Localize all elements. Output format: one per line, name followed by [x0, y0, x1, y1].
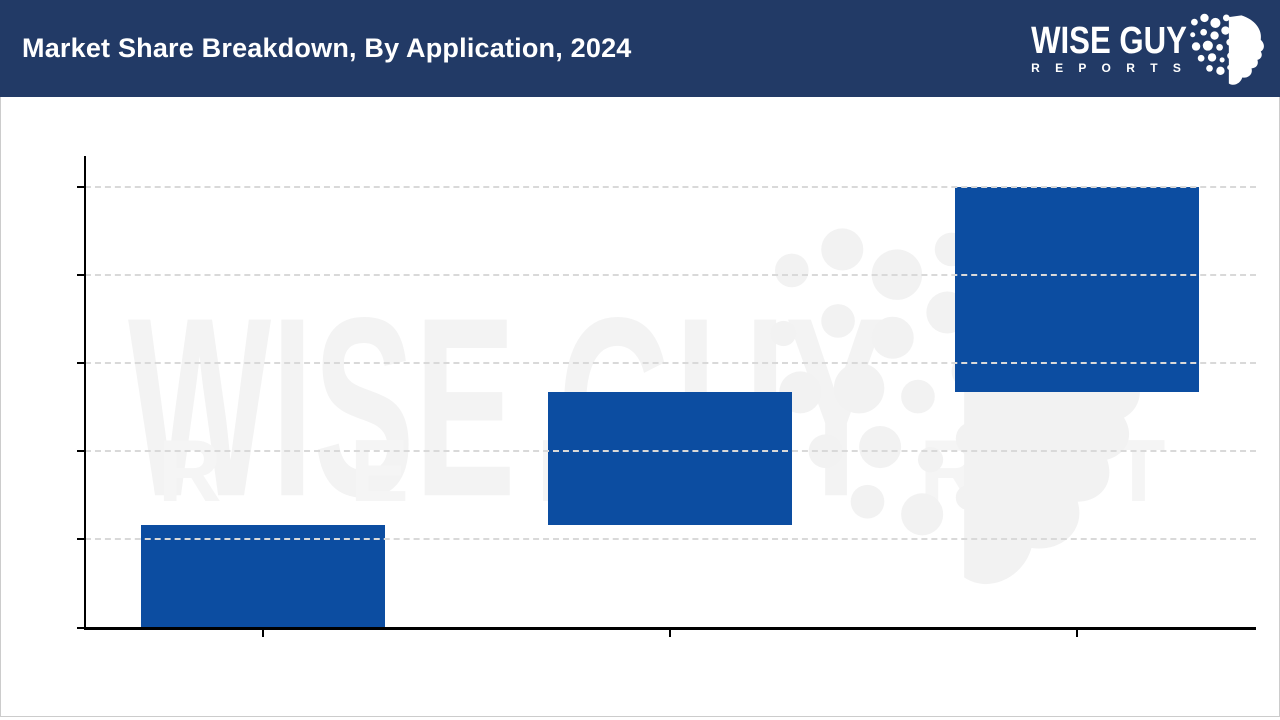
gridline [85, 361, 1256, 364]
gridline [85, 450, 1256, 453]
gridline [85, 185, 1256, 188]
chart-title: Market Share Breakdown, By Application, … [22, 33, 632, 63]
brand-subname: R E P O R T S [1031, 61, 1187, 75]
y-axis-tick [77, 538, 85, 541]
bar-research [141, 524, 385, 628]
y-axis-tick [77, 185, 85, 188]
x-axis-tick [669, 629, 671, 637]
y-axis-tick [77, 273, 85, 276]
y-axis-tick [77, 450, 85, 453]
brand-name: WISE GUY [1031, 20, 1187, 62]
x-axis-line [84, 626, 1256, 630]
brand-logo-text: WISE GUY R E P O R T S [1014, 20, 1204, 75]
y-axis-tick [77, 361, 85, 364]
x-axis-tick [262, 629, 264, 637]
y-axis-line [84, 155, 86, 630]
y-axis-tick [77, 626, 85, 629]
header-bar: Market Share Breakdown, By Application, … [0, 0, 1280, 97]
bar-treatment [548, 392, 792, 525]
gridline [85, 538, 1256, 541]
x-axis-tick [1076, 629, 1078, 637]
gridline [85, 273, 1256, 276]
brand-face-icon [1186, 8, 1270, 94]
brand-logo: WISE GUY R E P O R T S [1022, 0, 1272, 97]
bar-prevention [955, 186, 1199, 393]
